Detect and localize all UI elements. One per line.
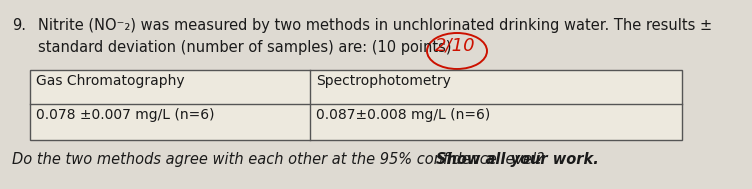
Text: standard deviation (number of samples) are: (10 points): standard deviation (number of samples) a… — [38, 40, 451, 55]
Text: 0.078 ±0.007 mg/L (n=6): 0.078 ±0.007 mg/L (n=6) — [36, 108, 214, 122]
Text: Show all your work.: Show all your work. — [435, 152, 599, 167]
Text: 9.: 9. — [12, 18, 26, 33]
Text: 2/10: 2/10 — [435, 37, 475, 55]
Text: Nitrite (NO⁻₂) was measured by two methods in unchlorinated drinking water. The : Nitrite (NO⁻₂) was measured by two metho… — [38, 18, 712, 33]
Text: Spectrophotometry: Spectrophotometry — [317, 74, 451, 88]
Bar — [30, 70, 682, 140]
Text: Gas Chromatography: Gas Chromatography — [36, 74, 185, 88]
Text: Do the two methods agree with each other at the 95% confidence level?: Do the two methods agree with each other… — [12, 152, 549, 167]
Text: 0.087±0.008 mg/L (n=6): 0.087±0.008 mg/L (n=6) — [317, 108, 490, 122]
